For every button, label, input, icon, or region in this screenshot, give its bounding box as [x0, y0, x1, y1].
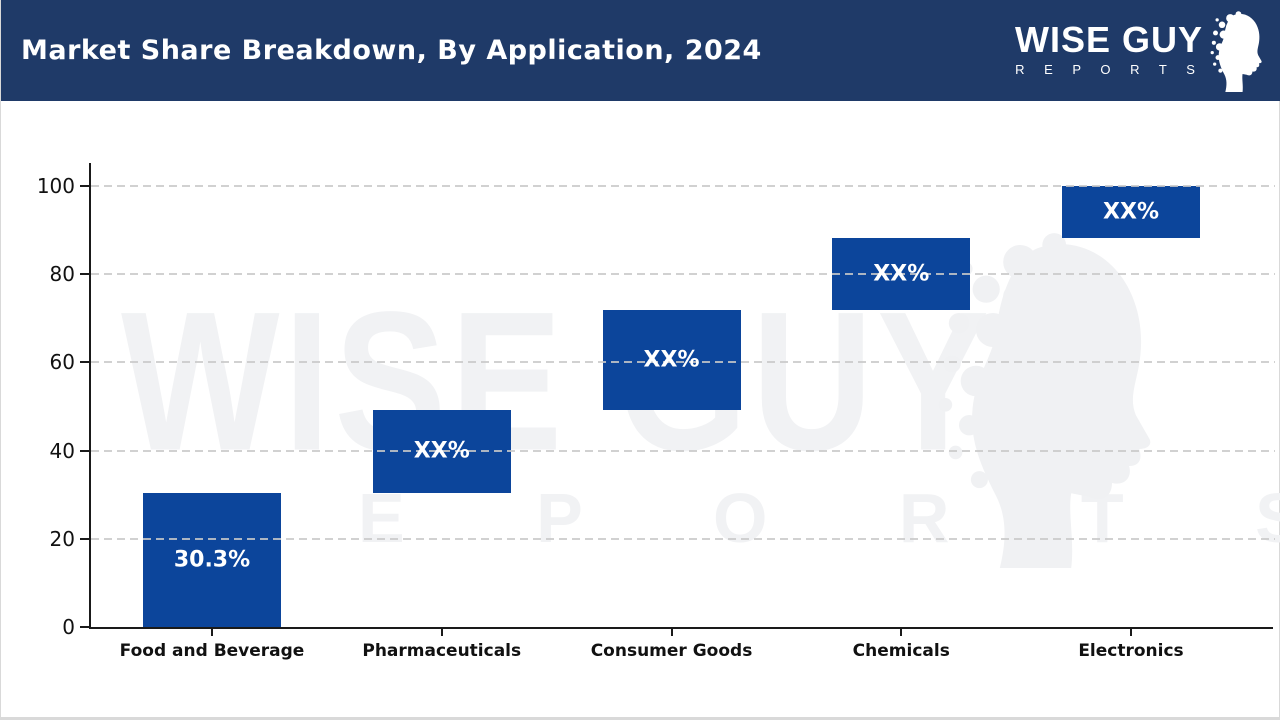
y-tick-mark: [80, 185, 89, 187]
y-tick-label: 100: [36, 174, 75, 198]
gridline-40: [91, 449, 1275, 452]
header-bar: Market Share Breakdown, By Application, …: [1, 0, 1280, 101]
y-tick-mark: [80, 361, 89, 364]
logo: WISE GUY R E P O R T S: [1015, 6, 1265, 96]
y-tick-mark: [80, 449, 89, 452]
bar-0: [143, 493, 281, 627]
y-tick-label: 0: [62, 615, 75, 639]
bar-2: [602, 309, 741, 410]
bar-value-label: XX%: [643, 347, 700, 373]
bar-value-label: XX%: [1103, 199, 1159, 225]
gridline-20: [91, 537, 1275, 540]
y-tick-label: 60: [49, 350, 75, 375]
y-tick-label: 20: [49, 526, 75, 551]
x-tick-mark: [440, 627, 443, 636]
x-tick-mark: [211, 627, 213, 636]
bar-value-label: XX%: [413, 438, 470, 464]
x-tick-mark: [670, 627, 673, 636]
y-tick-mark: [80, 626, 89, 628]
y-tick-label: 80: [49, 262, 75, 287]
logo-subtext: R E P O R T S: [1015, 62, 1203, 77]
x-tick-mark: [1130, 627, 1132, 636]
bar-value-label: XX%: [873, 261, 930, 287]
logo-wordmark: WISE GUY: [1014, 19, 1203, 60]
x-axis-spine: [89, 627, 1273, 629]
x-tick-label: Pharmaceuticals: [362, 641, 522, 661]
gridline-80: [91, 273, 1275, 276]
logo-text: WISE GUY R E P O R T S: [1014, 19, 1203, 78]
gridline-60: [91, 361, 1275, 364]
x-tick-label: Electronics: [1078, 641, 1184, 661]
x-tick-mark: [900, 627, 903, 636]
y-tick-mark: [80, 537, 89, 540]
x-tick-label: Consumer Goods: [590, 641, 753, 661]
bar-value-label: 30.3%: [173, 547, 251, 573]
chart-title: Market Share Breakdown, By Application, …: [21, 35, 762, 66]
gridline-100: [91, 185, 1275, 187]
y-axis-spine: [89, 163, 91, 629]
x-tick-label: Chemicals: [852, 641, 950, 661]
x-tick-label: Food and Beverage: [119, 641, 305, 661]
y-tick-label: 40: [49, 438, 75, 463]
y-tick-mark: [80, 273, 89, 276]
bar-4: [1062, 186, 1200, 238]
